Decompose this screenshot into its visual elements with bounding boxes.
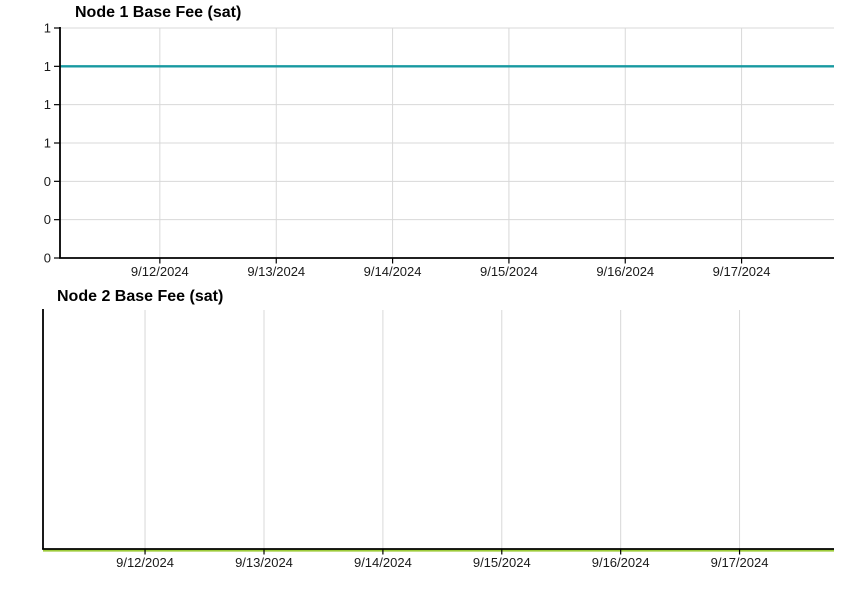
chart-node-2-base-fee: Node 2 Base Fee (sat) 9/12/2024 9/13/2024…	[0, 280, 860, 600]
y-axis-tick-label: 1	[44, 136, 51, 151]
y-axis-tick-label: 0	[44, 212, 51, 227]
y-axis-tick-label: 1	[44, 59, 51, 74]
chart-canvas-node-2: 9/12/2024 9/13/2024 9/14/2024 9/15/2024 9/16…	[42, 309, 834, 570]
x-axis-tick-label: 9/15/2024	[480, 264, 538, 279]
chart-title-node-2: Node 2 Base Fee (sat)	[57, 288, 224, 305]
x-axis-tick-label: 9/13/2024	[235, 555, 293, 570]
y-axis-tick-label: 1	[44, 21, 51, 36]
x-axis-tick-label: 9/15/2024	[473, 555, 531, 570]
x-axis-tick-label: 9/17/2024	[711, 555, 769, 570]
x-axis-tick-label: 9/12/2024	[131, 264, 189, 279]
y-axis-tick-label: 0	[44, 251, 51, 266]
x-axis-tick-label: 9/14/2024	[354, 555, 412, 570]
x-axis-tick-label: 9/12/2024	[116, 555, 174, 570]
y-axis-tick-label: 1	[44, 97, 51, 112]
y-axis-tick-label: 0	[44, 174, 51, 189]
chart-canvas-node-1: 1 1 1 1 0 0 0 9/12/2024 9/13/2024 9/14/2024 9/15/2…	[44, 21, 834, 279]
x-axis-tick-label: 9/17/2024	[713, 264, 771, 279]
x-axis-tick-label: 9/16/2024	[592, 555, 650, 570]
chart-node-1-base-fee: Node 1 Base Fee (sat) 1 1 1 1 0 0 0 9/12/2024 9/…	[0, 0, 860, 280]
x-axis-tick-label: 9/13/2024	[247, 264, 305, 279]
x-axis-tick-label: 9/14/2024	[364, 264, 422, 279]
chart-title-node-1: Node 1 Base Fee (sat)	[75, 4, 242, 21]
x-axis-tick-label: 9/16/2024	[596, 264, 654, 279]
